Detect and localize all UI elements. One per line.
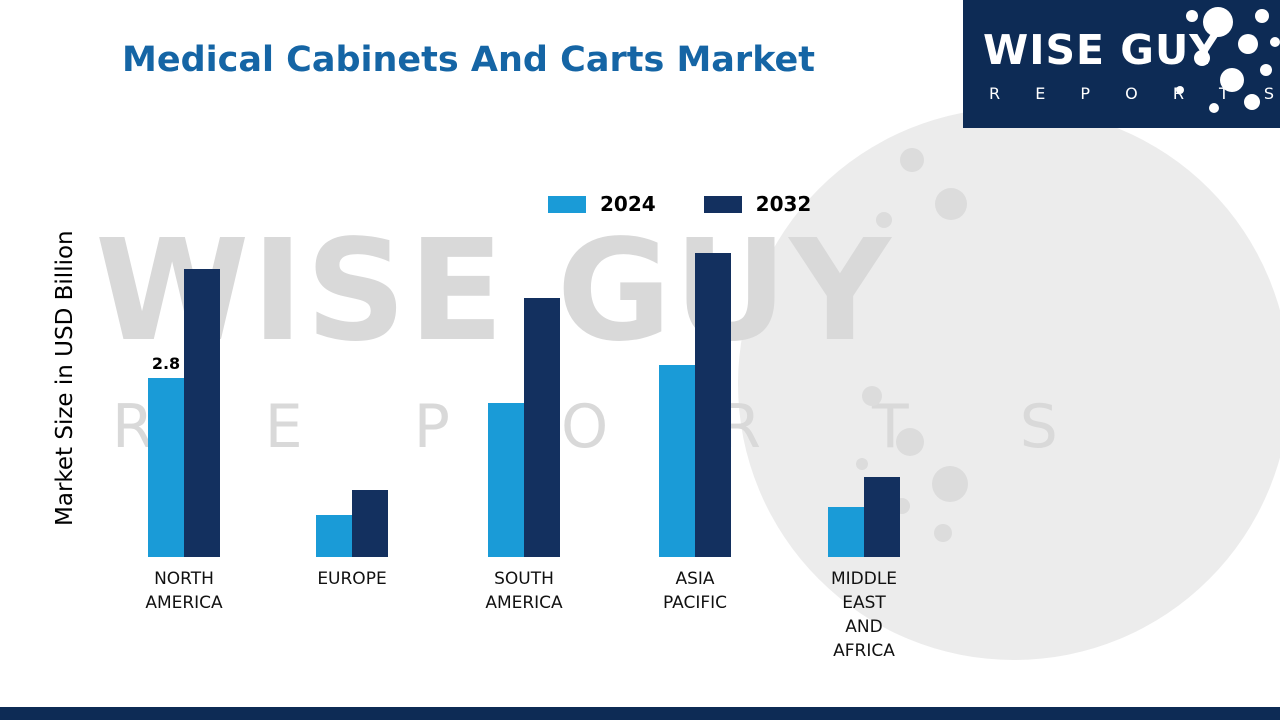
dot-decoration: [934, 524, 952, 542]
brand-logo-subtitle: R E P O R T S: [989, 84, 1280, 103]
chart-legend: 2024 2032: [548, 192, 811, 216]
bar-2024-europe: [316, 515, 352, 557]
category-label-europe: EUROPE: [317, 569, 387, 589]
dot-decoration: [896, 428, 924, 456]
bar-2024-south-america: [488, 403, 524, 557]
legend-swatch-2032: [703, 195, 742, 213]
logo-face-dots-icon: [1176, 7, 1280, 113]
bar-group-europe: [316, 490, 388, 557]
dot-decoration: [900, 148, 924, 172]
bar-2032-asia-pacific: [695, 253, 731, 557]
legend-label-2032: 2032: [755, 192, 812, 216]
bar-2024-middle-east-and-africa: [828, 507, 864, 557]
watermark-wiseguy-text: WISE GUY: [95, 210, 893, 373]
category-label-south-america: SOUTH AMERICA: [485, 569, 563, 614]
dot-decoration: [862, 386, 882, 406]
brand-logo-wordmark: WISE GUY: [983, 26, 1220, 74]
plot-area: 2.8: [110, 237, 950, 557]
category-label-north-america: NORTH AMERICA: [145, 569, 223, 614]
bar-2024-north-america: [148, 378, 184, 557]
legend-item-2032: 2032: [703, 192, 812, 216]
legend-swatch-2024: [548, 195, 586, 213]
bar-group-north-america: [148, 269, 220, 557]
dot-decoration: [932, 466, 968, 502]
bar-2032-europe: [352, 490, 388, 557]
bar-value-label-north-america: 2.8: [151, 354, 181, 373]
bar-group-south-america: [488, 298, 560, 557]
footer-bar: [0, 707, 1280, 720]
legend-label-2024: 2024: [600, 192, 656, 216]
y-axis-label: Market Size in USD Billion: [52, 230, 78, 526]
legend-item-2024: 2024: [548, 192, 656, 216]
bar-2032-north-america: [184, 269, 220, 557]
bar-2032-south-america: [524, 298, 560, 557]
dot-decoration: [876, 212, 892, 228]
brand-logo-block: WISE GUY R E P O R T S: [963, 0, 1280, 128]
bar-2032-middle-east-and-africa: [864, 477, 900, 557]
category-label-asia-pacific: ASIA PACIFIC: [662, 569, 728, 614]
dot-decoration: [856, 458, 868, 470]
chart-title: Medical Cabinets And Carts Market: [122, 40, 815, 80]
face-silhouette-watermark: [738, 108, 1280, 660]
dot-decoration: [935, 188, 967, 220]
bar-group-middle-east-and-africa: [828, 477, 900, 557]
category-label-middle-east-and-africa: MIDDLE EAST AND AFRICA: [830, 569, 898, 662]
bar-2024-asia-pacific: [659, 365, 695, 557]
bar-group-asia-pacific: [659, 253, 731, 557]
